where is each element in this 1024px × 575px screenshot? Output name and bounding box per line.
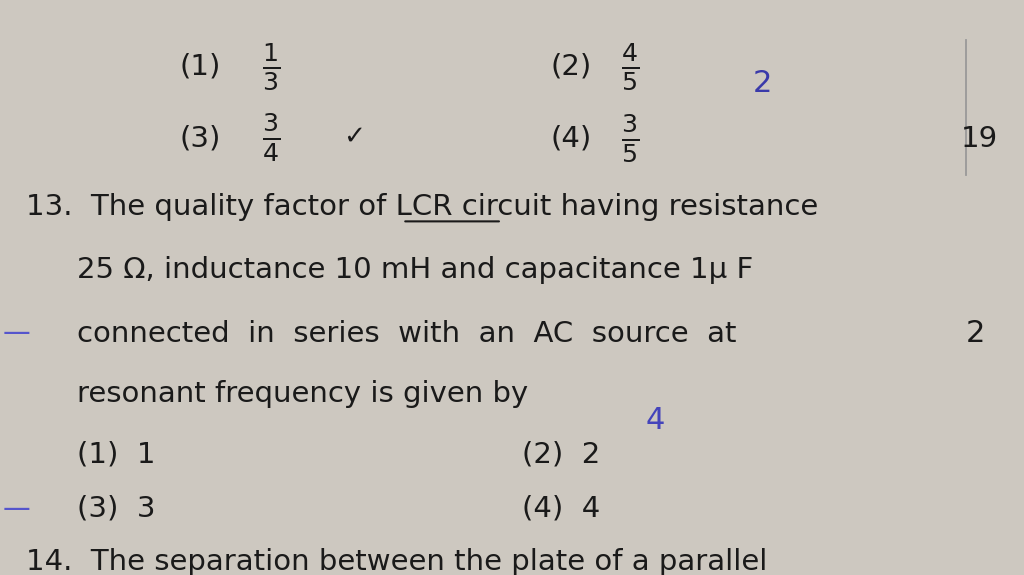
Text: ✓: ✓: [343, 124, 366, 150]
Text: resonant frequency is given by: resonant frequency is given by: [77, 380, 528, 408]
Text: 13.  The quality factor of LCR circuit having resistance: 13. The quality factor of LCR circuit ha…: [26, 193, 818, 221]
Text: (2)  2: (2) 2: [522, 440, 600, 468]
Text: (1)  1: (1) 1: [77, 440, 156, 468]
Text: (4)  4: (4) 4: [522, 495, 600, 523]
Text: $\frac{4}{5}$: $\frac{4}{5}$: [621, 41, 639, 91]
Text: $\frac{3}{5}$: $\frac{3}{5}$: [621, 112, 639, 164]
Text: 2: 2: [753, 69, 772, 98]
Text: $\frac{1}{3}$: $\frac{1}{3}$: [262, 41, 281, 91]
Text: (3)  3: (3) 3: [77, 495, 156, 523]
Text: 2: 2: [966, 319, 985, 348]
Text: 25 Ω, inductance 10 mH and capacitance 1μ F: 25 Ω, inductance 10 mH and capacitance 1…: [77, 256, 753, 284]
Text: 4: 4: [645, 407, 665, 435]
Text: 14.  The separation between the plate of a parallel: 14. The separation between the plate of …: [26, 549, 767, 575]
Text: (3): (3): [179, 124, 220, 152]
Text: (2): (2): [551, 52, 592, 80]
Text: (4): (4): [551, 124, 592, 152]
Text: (1): (1): [179, 52, 220, 80]
Text: —: —: [3, 495, 31, 523]
Text: connected  in  series  with  an  AC  source  at: connected in series with an AC source at: [77, 320, 736, 347]
Text: 19: 19: [962, 125, 998, 153]
Text: $\frac{3}{4}$: $\frac{3}{4}$: [262, 112, 281, 164]
Text: —: —: [3, 320, 31, 347]
